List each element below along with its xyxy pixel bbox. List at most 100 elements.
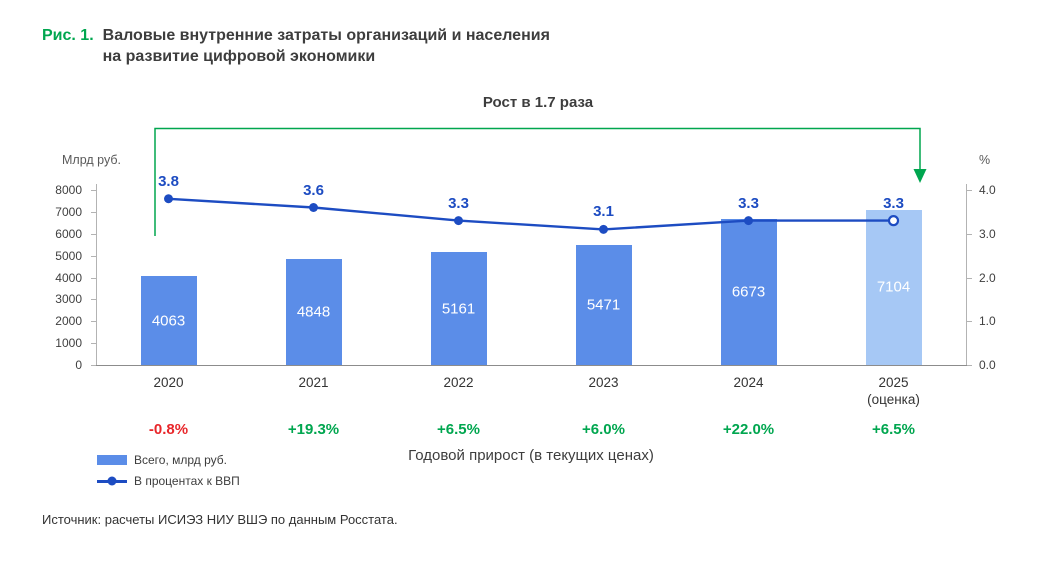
- right-axis-tick-label: 1.0: [979, 314, 996, 329]
- bar-column-2023: 5471: [531, 190, 676, 365]
- left-axis-tick-mark: [91, 211, 96, 213]
- bar-2021: 4848: [285, 259, 342, 365]
- line-value-label: 3.3: [448, 194, 469, 212]
- year-label: 2020: [153, 375, 184, 390]
- bar-swatch-icon: [97, 455, 127, 465]
- line-value-label: 3.3: [883, 194, 904, 212]
- title-line-1: Валовые внутренние затраты организаций и…: [102, 27, 550, 44]
- bar-value-label: 6673: [731, 283, 766, 301]
- year-label: 2021: [298, 375, 329, 390]
- bar-value-label: 5471: [586, 296, 621, 314]
- line-marker: [454, 216, 463, 226]
- bar-2024: 6673: [720, 219, 777, 365]
- line-marker: [309, 203, 318, 212]
- x-axis-label-2024: 2024: [676, 374, 821, 391]
- left-axis-tick-label: 3000: [55, 292, 82, 307]
- legend-label-bars: Всего, млрд руб.: [134, 453, 227, 467]
- growth-label-2023: +6.0%: [582, 421, 625, 438]
- right-axis-tick-mark: [967, 277, 972, 279]
- line-marker: [744, 216, 753, 226]
- gdp-percent-line: [164, 194, 900, 234]
- growth-label-2025: +6.5%: [872, 421, 915, 438]
- x-axis-label-2023: 2023: [531, 374, 676, 391]
- left-axis-unit: Млрд руб.: [62, 153, 121, 167]
- figure-title: Рис. 1. Валовые внутренние затраты орган…: [42, 25, 550, 67]
- year-label: 2024: [733, 375, 764, 390]
- plot-area: 4063 4848 5161 5471 6673 7104 3.8 3.6 3.3 3.1 3.3 3…: [96, 173, 966, 365]
- right-axis-ticks: 4.0 3.0 2.0 1.0 0.0: [966, 183, 1062, 372]
- bar-2023: 5471: [575, 245, 632, 365]
- bar-column-2025: 7104: [821, 190, 966, 365]
- bar-value-label: 4848: [296, 303, 331, 321]
- bar-2020: 4063: [140, 276, 197, 365]
- x-axis-label-2020: 2020: [96, 374, 241, 391]
- year-label: 2023: [588, 375, 619, 390]
- x-axis-line: [96, 365, 967, 366]
- right-axis-unit: %: [979, 153, 991, 167]
- bar-2022: 5161: [430, 252, 487, 365]
- left-axis-tick-mark: [91, 190, 96, 191]
- line-marker: [164, 194, 173, 204]
- growth-label-2022: +6.5%: [437, 421, 480, 438]
- left-axis-tick-mark: [91, 321, 96, 323]
- bar-column-2021: 4848: [241, 190, 386, 365]
- right-axis-tick-mark: [967, 365, 972, 366]
- left-axis-tick-mark: [91, 365, 96, 366]
- line-marker: [599, 224, 608, 234]
- x-axis-label-2025: 2025 (оценка): [821, 374, 966, 408]
- figure-number: Рис. 1.: [42, 27, 94, 44]
- left-axis-tick-label: 8000: [55, 183, 82, 197]
- left-axis-line: [96, 184, 97, 366]
- left-axis-tick-label: 0: [75, 358, 82, 372]
- bar-column-2020: 4063: [96, 190, 241, 365]
- line-marker-estimate: [887, 215, 900, 227]
- left-axis-tick-label: 2000: [55, 314, 82, 329]
- bar-value-label: 7104: [876, 278, 911, 296]
- growth-label-2020: -0.8%: [148, 421, 189, 438]
- left-axis-tick-mark: [91, 255, 96, 257]
- right-axis-tick-label: 3.0: [979, 226, 996, 241]
- left-axis-tick-label: 5000: [55, 248, 82, 263]
- legend: Всего, млрд руб. В процентах к ВВП: [97, 453, 240, 488]
- left-axis-tick-label: 6000: [55, 226, 82, 241]
- line-swatch-dot-icon: [107, 476, 117, 486]
- year-note: (оценка): [867, 392, 920, 407]
- line-value-label: 3.8: [158, 172, 179, 190]
- right-axis-tick-mark: [967, 321, 972, 323]
- line-value-label: 3.6: [303, 181, 324, 199]
- bar-2025: 7104: [865, 209, 922, 365]
- left-axis-ticks: 8000 7000 6000 5000 4000 3000 2000 1000 0: [0, 183, 96, 372]
- left-axis-tick-label: 4000: [55, 270, 82, 285]
- right-axis-tick-label: 0.0: [979, 358, 996, 372]
- growth-label-2021: +19.3%: [287, 421, 340, 438]
- left-axis-tick-mark: [91, 233, 96, 235]
- growth-row-caption: Годовой прирост (в текущих ценах): [408, 447, 654, 464]
- bar-column-2022: 5161: [386, 190, 531, 365]
- figure-title-text: Валовые внутренние затраты организаций и…: [103, 25, 550, 67]
- right-axis-line: [966, 184, 967, 366]
- bar-column-2024: 6673: [676, 190, 821, 365]
- legend-item-bars: Всего, млрд руб.: [97, 453, 240, 467]
- source-note: Источник: расчеты ИСИЭЗ НИУ ВШЭ по данны…: [42, 512, 398, 527]
- line-value-label: 3.3: [738, 194, 759, 212]
- left-axis-tick-mark: [91, 277, 96, 279]
- line-value-label: 3.1: [593, 203, 614, 221]
- bar-value-label: 5161: [441, 300, 476, 318]
- legend-item-line: В процентах к ВВП: [97, 474, 240, 488]
- year-label: 2025: [878, 375, 909, 390]
- right-axis-tick-mark: [967, 190, 972, 191]
- left-axis-tick-mark: [91, 343, 96, 345]
- line-path: [168, 197, 894, 231]
- right-axis-tick-label: 2.0: [979, 270, 996, 285]
- x-axis-label-2022: 2022: [386, 374, 531, 391]
- left-axis-tick-mark: [91, 299, 96, 301]
- x-axis-label-2021: 2021: [241, 374, 386, 391]
- legend-label-line: В процентах к ВВП: [134, 474, 240, 488]
- bar-value-label: 4063: [151, 312, 186, 330]
- right-axis-tick-mark: [967, 233, 972, 235]
- growth-annotation: Рост в 1.7 раза: [482, 94, 594, 111]
- left-axis-tick-label: 1000: [55, 336, 82, 351]
- year-label: 2022: [443, 375, 474, 390]
- line-swatch-icon: [97, 476, 127, 486]
